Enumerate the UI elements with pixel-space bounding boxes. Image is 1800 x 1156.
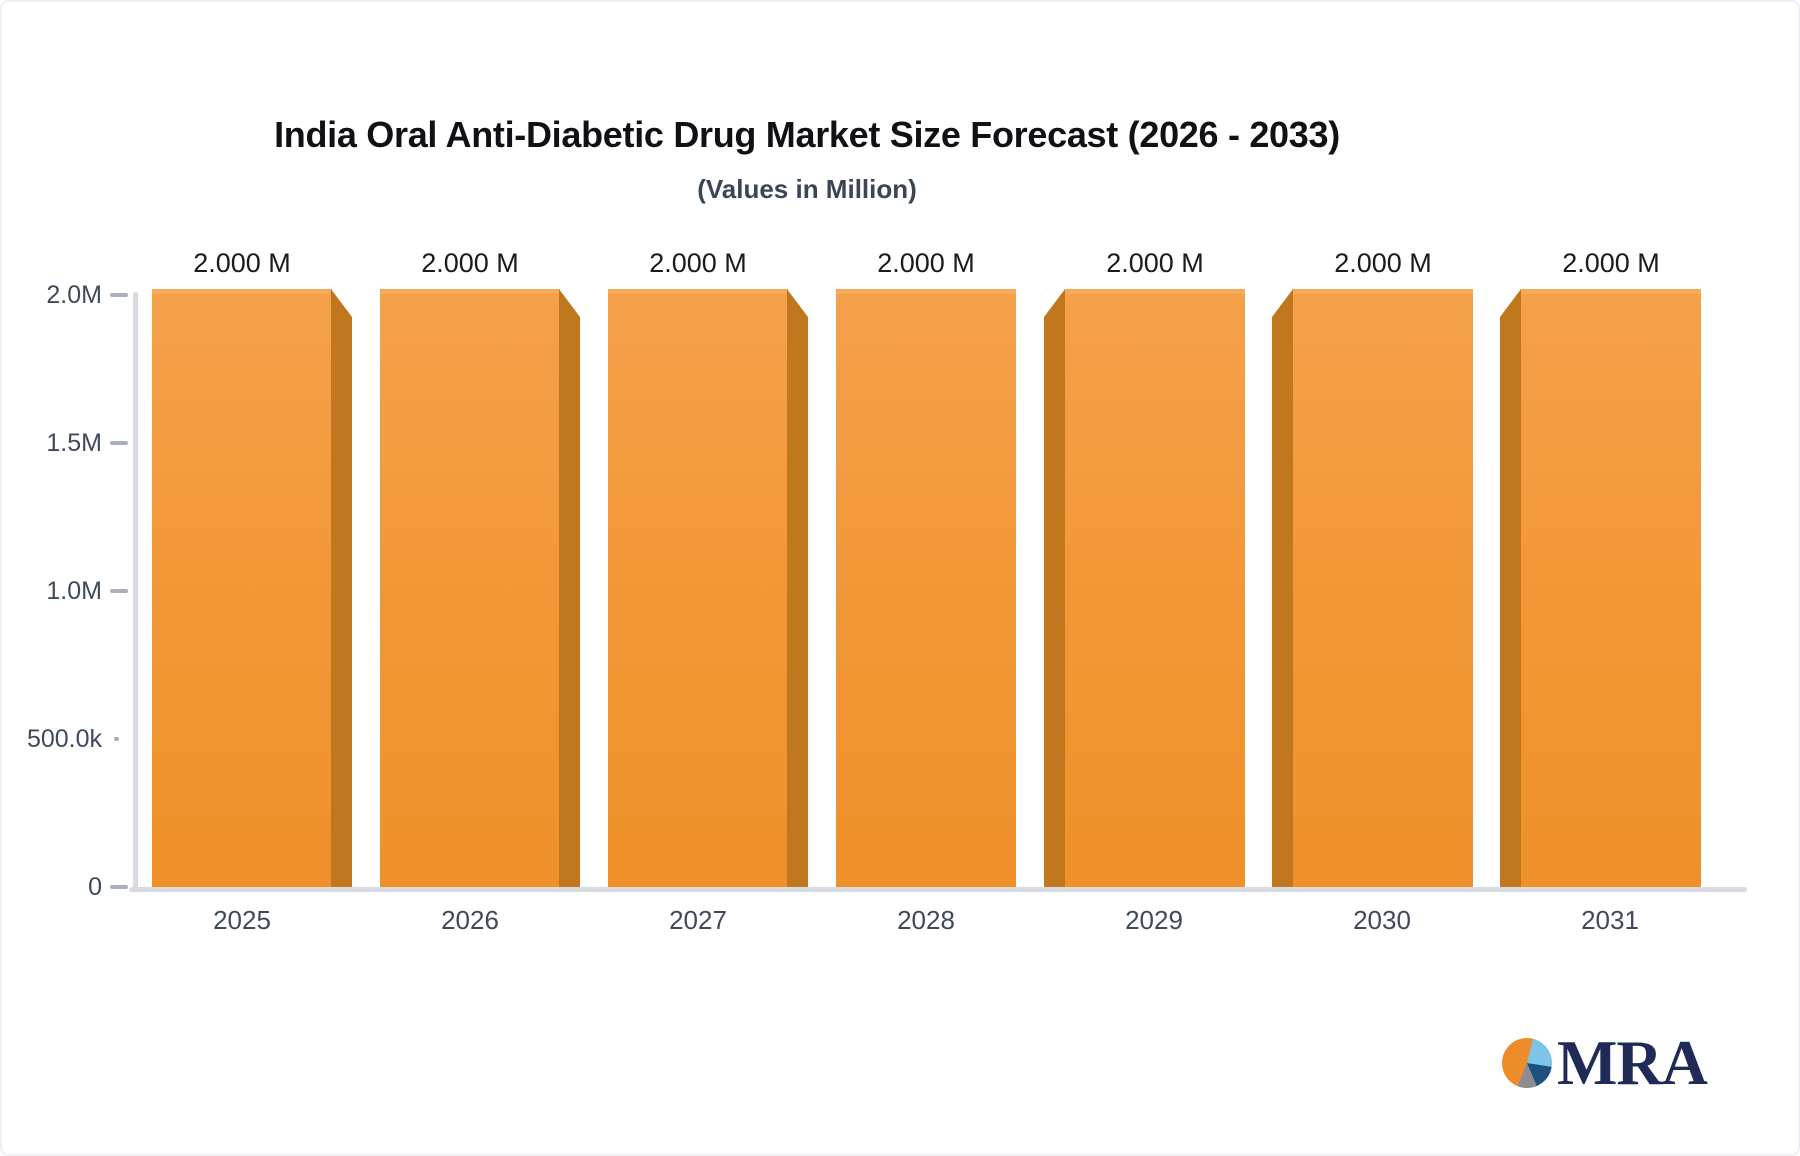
bar-value-label: 2.000 M — [193, 248, 291, 278]
x-axis-label: 2027 — [669, 905, 727, 935]
bar-value-label: 2.000 M — [649, 248, 747, 278]
bar-series: 2.000 M 2.000 M 2.000 M 2.000 M 2.000 M … — [152, 248, 1701, 887]
bar-side-face — [559, 289, 580, 887]
bar-value-label: 2.000 M — [421, 248, 519, 278]
y-axis-tick-label: 2.0M — [46, 281, 102, 309]
bar-face — [1521, 289, 1701, 887]
bar-face — [1065, 289, 1245, 887]
x-axis-label: 2025 — [213, 905, 271, 935]
bar-face — [380, 289, 560, 887]
bar-2026[interactable]: 2.000 M — [380, 248, 580, 887]
bar-2028[interactable]: 2.000 M — [836, 248, 1016, 887]
bar-side-face — [1044, 289, 1065, 887]
y-axis-tick-label: 500.0k — [26, 725, 102, 753]
x-axis-label: 2028 — [897, 905, 955, 935]
mra-logo-text: MRA — [1557, 1027, 1708, 1098]
x-axis-line — [129, 887, 1747, 892]
bar-value-label: 2.000 M — [1334, 248, 1432, 278]
y-axis-line — [133, 292, 138, 889]
pie-chart-icon — [1502, 1038, 1552, 1088]
y-axis-tick-mark — [110, 441, 128, 445]
bar-value-label: 2.000 M — [1562, 248, 1660, 278]
y-axis-tick-mark — [110, 589, 128, 593]
bar-face — [1293, 289, 1473, 887]
bar-2030[interactable]: 2.000 M — [1272, 248, 1473, 887]
chart-subtitle: (Values in Million) — [697, 174, 917, 204]
mra-logo: MRA — [1502, 1027, 1708, 1098]
bar-side-face — [331, 289, 352, 887]
bar-value-label: 2.000 M — [1106, 248, 1204, 278]
bar-side-face — [1500, 289, 1521, 887]
bar-face — [152, 289, 332, 887]
bar-value-label: 2.000 M — [877, 248, 975, 278]
bar-side-face — [1272, 289, 1293, 887]
y-axis-tick-label: 0 — [88, 873, 102, 901]
x-axis-label: 2031 — [1581, 905, 1639, 935]
y-axis-tick-mark — [114, 737, 119, 741]
bar-side-face — [787, 289, 808, 887]
bar-2025[interactable]: 2.000 M — [152, 248, 352, 887]
x-axis-label: 2029 — [1125, 905, 1183, 935]
x-axis-label: 2030 — [1353, 905, 1411, 935]
bar-2027[interactable]: 2.000 M — [608, 248, 808, 887]
y-axis-tick-mark — [110, 293, 128, 297]
y-axis-tick-label: 1.0M — [46, 577, 102, 605]
y-axis-tick-label: 1.5M — [46, 429, 102, 457]
bar-face — [608, 289, 788, 887]
bar-2029[interactable]: 2.000 M — [1044, 248, 1245, 887]
y-axis-tick-mark — [110, 885, 128, 889]
x-axis-label: 2026 — [441, 905, 499, 935]
bar-face — [836, 289, 1016, 887]
bar-2031[interactable]: 2.000 M — [1500, 248, 1701, 887]
chart-title: India Oral Anti-Diabetic Drug Market Siz… — [274, 114, 1340, 155]
